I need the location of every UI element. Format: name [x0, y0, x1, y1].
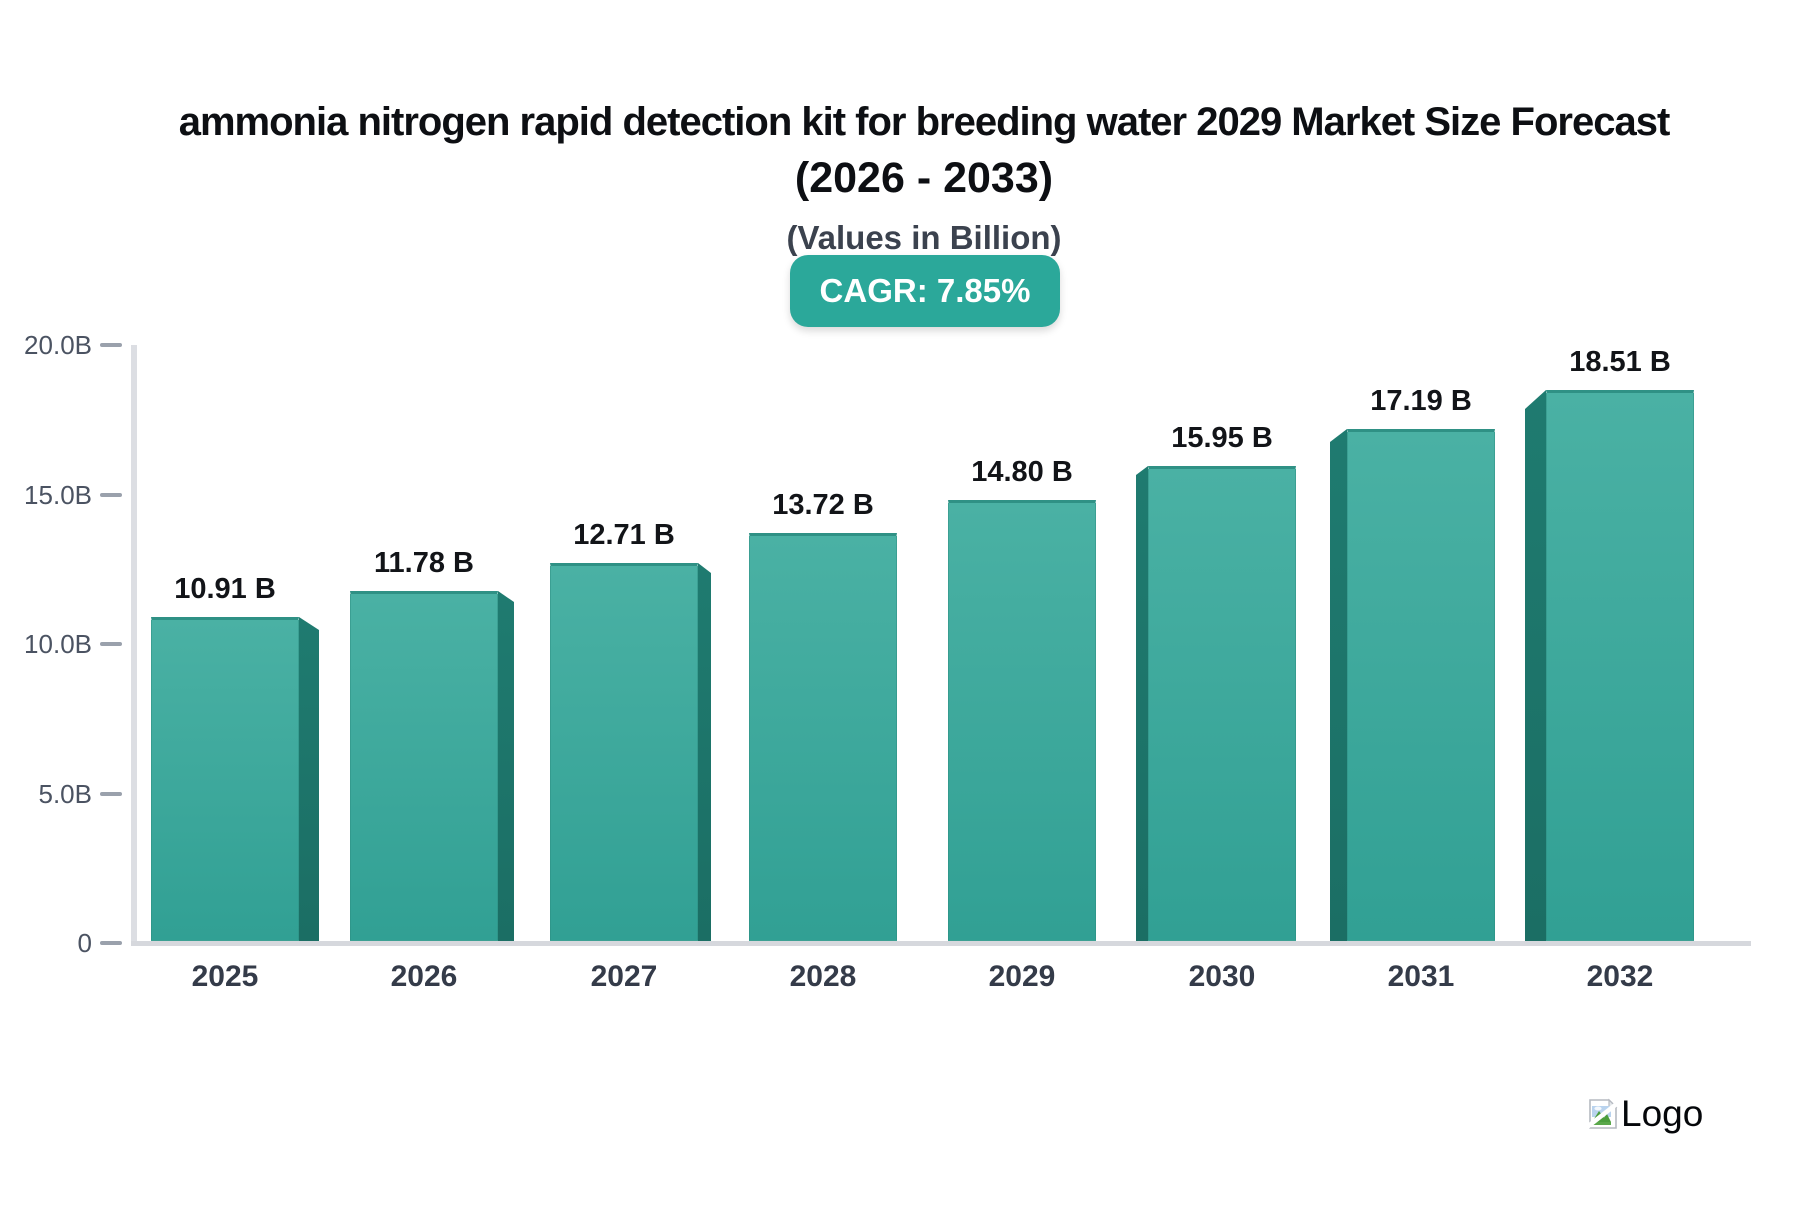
y-axis-tick-label: 5.0B — [38, 779, 93, 809]
bar-2025 — [151, 617, 299, 941]
bar-value-label: 10.91 B — [174, 573, 276, 605]
bar-2032 — [1546, 390, 1694, 941]
bar-value-label: 17.19 B — [1370, 385, 1472, 417]
x-axis-label: 2030 — [1188, 960, 1256, 993]
bar-2028 — [749, 533, 897, 941]
x-axis-label: 2028 — [789, 960, 857, 993]
x-axis-label: 2025 — [191, 960, 259, 993]
x-axis-label: 2026 — [390, 960, 458, 993]
x-axis-label: 2031 — [1387, 960, 1455, 993]
bar-value-label: 11.78 B — [374, 547, 474, 579]
bar-value-label: 12.71 B — [573, 519, 675, 551]
bar-value-label: 18.51 B — [1569, 346, 1671, 378]
x-axis-label: 2032 — [1586, 960, 1654, 993]
x-axis-label: 2029 — [988, 960, 1056, 993]
y-axis-line — [131, 345, 137, 946]
chart-subtitle: (Values in Billion) — [786, 219, 1062, 256]
bar-side-face — [1330, 429, 1347, 941]
logo-label: Logo — [1621, 1093, 1704, 1134]
y-axis-tick-dash — [100, 941, 122, 945]
bar-value-label: 14.80 B — [971, 456, 1073, 488]
bar-side-face — [498, 591, 514, 941]
y-axis-tick-label: 20.0B — [24, 330, 92, 360]
bar-2026 — [350, 591, 498, 941]
bar-2031 — [1347, 429, 1495, 941]
broken-image-icon — [1586, 1098, 1621, 1130]
y-axis-tick-dash — [100, 343, 122, 347]
y-axis-tick-dash — [100, 642, 122, 646]
bar-2030 — [1148, 466, 1296, 941]
bar-side-face — [299, 617, 319, 941]
bar-side-face — [1525, 390, 1546, 941]
y-axis-tick-label: 0 — [77, 928, 92, 958]
bar-value-label: 15.95 B — [1171, 422, 1273, 454]
bar-side-face — [1136, 466, 1148, 941]
y-axis-tick-dash — [100, 792, 122, 796]
logo: Logo — [1586, 1093, 1704, 1134]
x-axis-line — [131, 941, 1751, 946]
bar-2027 — [550, 563, 698, 941]
chart-title-line1: ammonia nitrogen rapid detection kit for… — [178, 100, 1671, 144]
cagr-badge-label: CAGR: 7.85% — [819, 272, 1031, 309]
bar-2029 — [948, 500, 1096, 941]
chart-title-line2: (2026 - 2033) — [794, 154, 1054, 202]
y-axis-tick-dash — [100, 493, 122, 497]
cagr-badge: CAGR: 7.85% — [790, 255, 1060, 327]
y-axis-tick-label: 10.0B — [24, 629, 92, 659]
x-axis-label: 2027 — [590, 960, 658, 993]
bar-value-label: 13.72 B — [772, 489, 874, 521]
bar-side-face — [698, 563, 711, 941]
y-axis-tick-label: 15.0B — [24, 480, 92, 510]
